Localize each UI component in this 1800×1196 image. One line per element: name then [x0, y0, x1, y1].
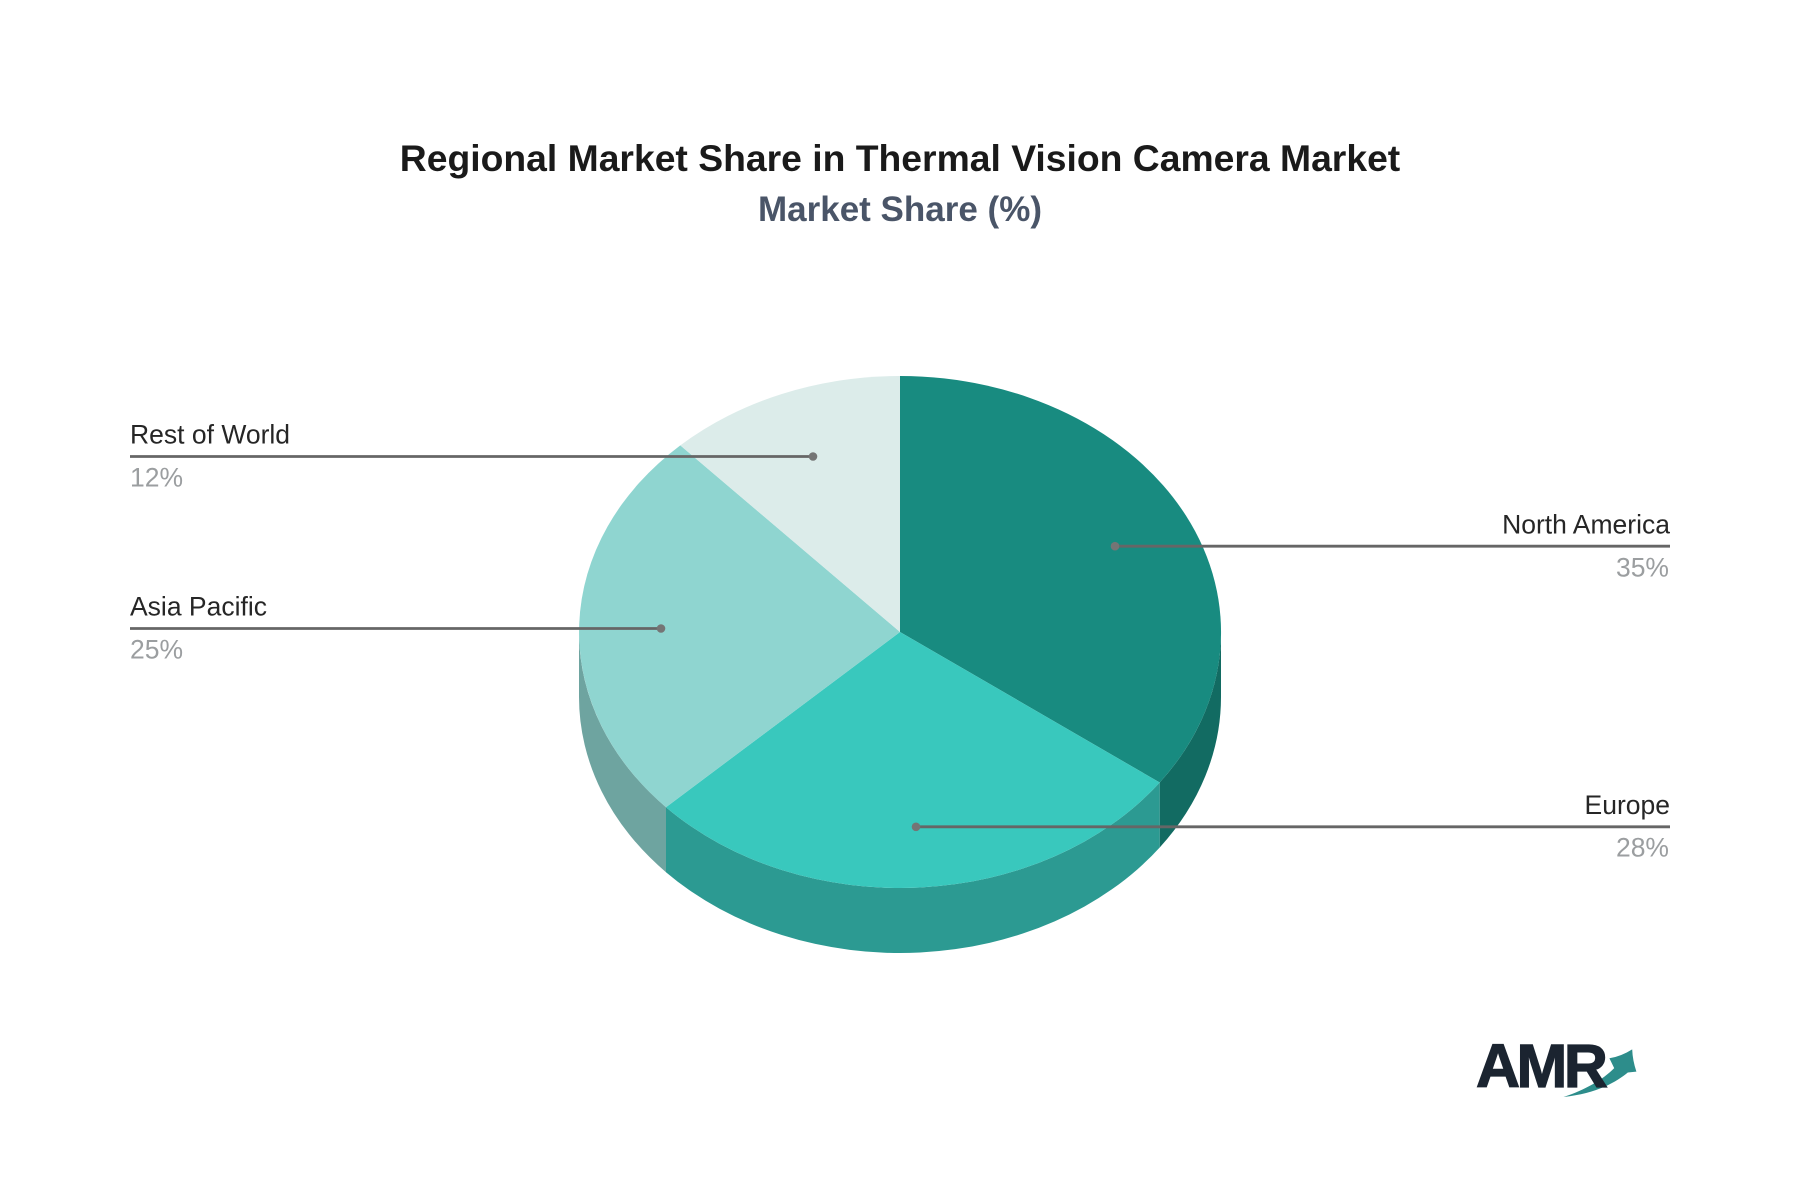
svg-text:25%: 25% [130, 635, 183, 665]
svg-text:28%: 28% [1616, 832, 1669, 862]
svg-text:35%: 35% [1616, 553, 1669, 583]
svg-text:Asia Pacific: Asia Pacific [130, 592, 267, 622]
svg-text:Market Share (%): Market Share (%) [758, 190, 1042, 229]
svg-text:12%: 12% [130, 463, 183, 493]
svg-text:AMR: AMR [1476, 1032, 1607, 1100]
svg-text:Regional Market Share in Therm: Regional Market Share in Thermal Vision … [400, 137, 1400, 179]
svg-text:North America: North America [1502, 510, 1670, 540]
svg-text:Europe: Europe [1585, 790, 1670, 820]
svg-text:Rest of World: Rest of World [130, 419, 290, 449]
